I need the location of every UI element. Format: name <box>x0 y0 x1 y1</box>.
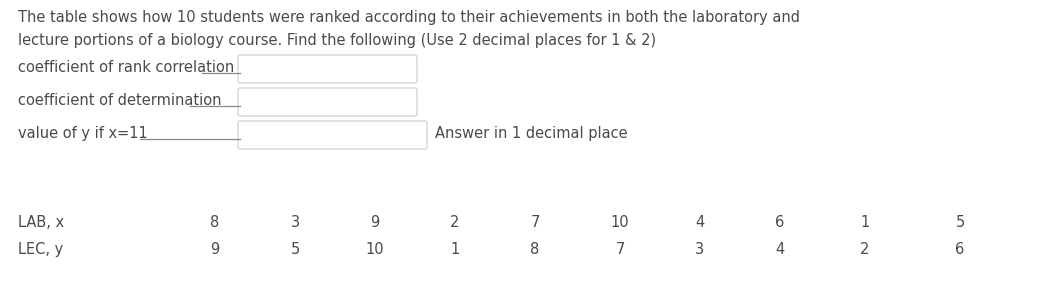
FancyBboxPatch shape <box>238 121 427 149</box>
Text: LAB, x: LAB, x <box>18 215 64 230</box>
Text: 1: 1 <box>450 242 460 257</box>
FancyBboxPatch shape <box>238 55 417 83</box>
Text: 1: 1 <box>860 215 869 230</box>
Text: 6: 6 <box>956 242 965 257</box>
Text: value of y if x=11: value of y if x=11 <box>18 126 148 141</box>
Text: 2: 2 <box>450 215 460 230</box>
Text: 4: 4 <box>696 215 705 230</box>
Text: 3: 3 <box>696 242 704 257</box>
Text: 6: 6 <box>776 215 784 230</box>
Text: 9: 9 <box>370 215 380 230</box>
FancyBboxPatch shape <box>238 88 417 116</box>
Text: 5: 5 <box>956 215 965 230</box>
Text: 10: 10 <box>610 215 629 230</box>
Text: 8: 8 <box>210 215 219 230</box>
Text: 2: 2 <box>860 242 869 257</box>
Text: 4: 4 <box>776 242 784 257</box>
Text: LEC, y: LEC, y <box>18 242 63 257</box>
Text: Answer in 1 decimal place: Answer in 1 decimal place <box>435 126 627 141</box>
Text: 5: 5 <box>290 242 300 257</box>
Text: 7: 7 <box>530 215 540 230</box>
Text: 8: 8 <box>530 242 540 257</box>
Text: lecture portions of a biology course. Find the following (Use 2 decimal places f: lecture portions of a biology course. Fi… <box>18 33 656 48</box>
Text: coefficient of rank correlation: coefficient of rank correlation <box>18 60 234 75</box>
Text: 9: 9 <box>210 242 219 257</box>
Text: The table shows how 10 students were ranked according to their achievements in b: The table shows how 10 students were ran… <box>18 10 800 25</box>
Text: 10: 10 <box>366 242 385 257</box>
Text: 7: 7 <box>616 242 625 257</box>
Text: coefficient of determination: coefficient of determination <box>18 93 222 108</box>
Text: 3: 3 <box>290 215 300 230</box>
